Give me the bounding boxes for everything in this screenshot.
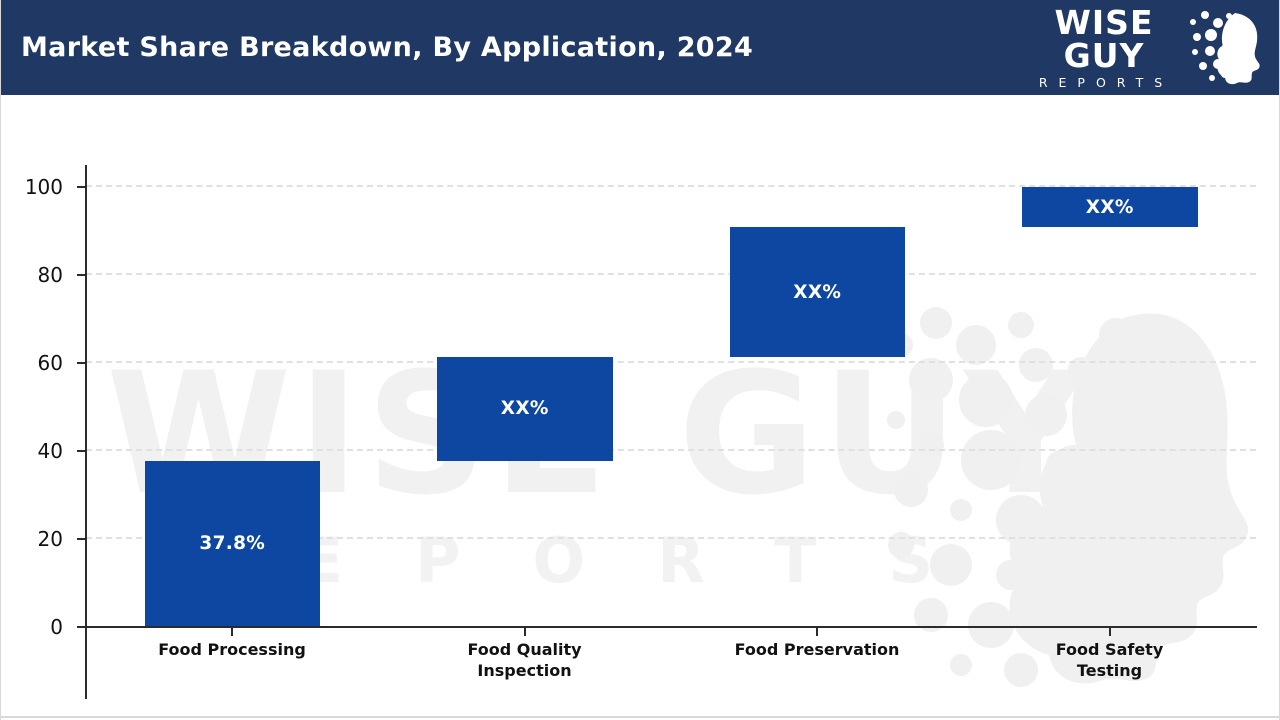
x-tick-label: Food Preservation: [734, 640, 900, 659]
x-tick-mark: [523, 628, 526, 636]
bar-value-label: 37.8%: [199, 533, 266, 555]
bar-value-label: XX%: [793, 281, 842, 303]
x-tick-mark: [1108, 628, 1111, 636]
y-tick-mark: [77, 274, 86, 276]
x-tick-mark: [816, 628, 819, 636]
bar-value-label: XX%: [500, 398, 549, 420]
y-tick-mark: [77, 362, 86, 364]
bar-value-label: XX%: [1085, 196, 1134, 218]
x-axis: [85, 626, 1257, 628]
chart-area: WISE GUY REPORTS 37.8% XX% XX% XX% 0 20 40 60 8…: [1, 95, 1279, 715]
y-tick-label: 80: [37, 263, 63, 287]
y-axis: [85, 165, 87, 699]
y-tick-label: 60: [37, 351, 63, 375]
logo-subtext: REPORTS: [1038, 75, 1174, 90]
x-tick-label: Food Safety Testing: [1055, 640, 1164, 680]
y-tick-label: 0: [50, 615, 63, 639]
y-tick-mark: [77, 450, 86, 452]
x-tick-mark: [231, 628, 234, 636]
bar-food-processing: 37.8%: [144, 460, 320, 627]
y-tick-mark: [77, 626, 86, 628]
logo-text: WISE GUY REPORTS: [1011, 6, 1197, 90]
gridline: [86, 185, 1256, 187]
bar-food-quality-inspection: XX%: [437, 356, 613, 461]
x-tick-label: Food Processing: [158, 640, 306, 659]
y-tick-label: 100: [24, 175, 63, 199]
y-tick-mark: [77, 538, 86, 540]
y-tick-label: 20: [37, 527, 63, 551]
bottom-border: [1, 716, 1279, 718]
gridline: [86, 537, 1256, 539]
logo-wordmark: WISE GUY: [1054, 3, 1154, 75]
gridline: [86, 449, 1256, 451]
gridline: [86, 273, 1256, 275]
x-tick-label: Food Quality Inspection: [467, 640, 582, 680]
y-tick-label: 40: [37, 439, 63, 463]
logo: WISE GUY REPORTS: [1011, 6, 1267, 90]
logo-head-icon: [1190, 11, 1260, 85]
header: Market Share Breakdown, By Application, …: [1, 0, 1279, 95]
plot-area: 37.8% XX% XX% XX%: [86, 185, 1256, 627]
bar-food-safety-testing: XX%: [1022, 187, 1198, 228]
page-title: Market Share Breakdown, By Application, …: [21, 32, 754, 63]
bar-food-preservation: XX%: [729, 227, 905, 357]
gridline: [86, 361, 1256, 363]
y-tick-mark: [77, 186, 86, 188]
